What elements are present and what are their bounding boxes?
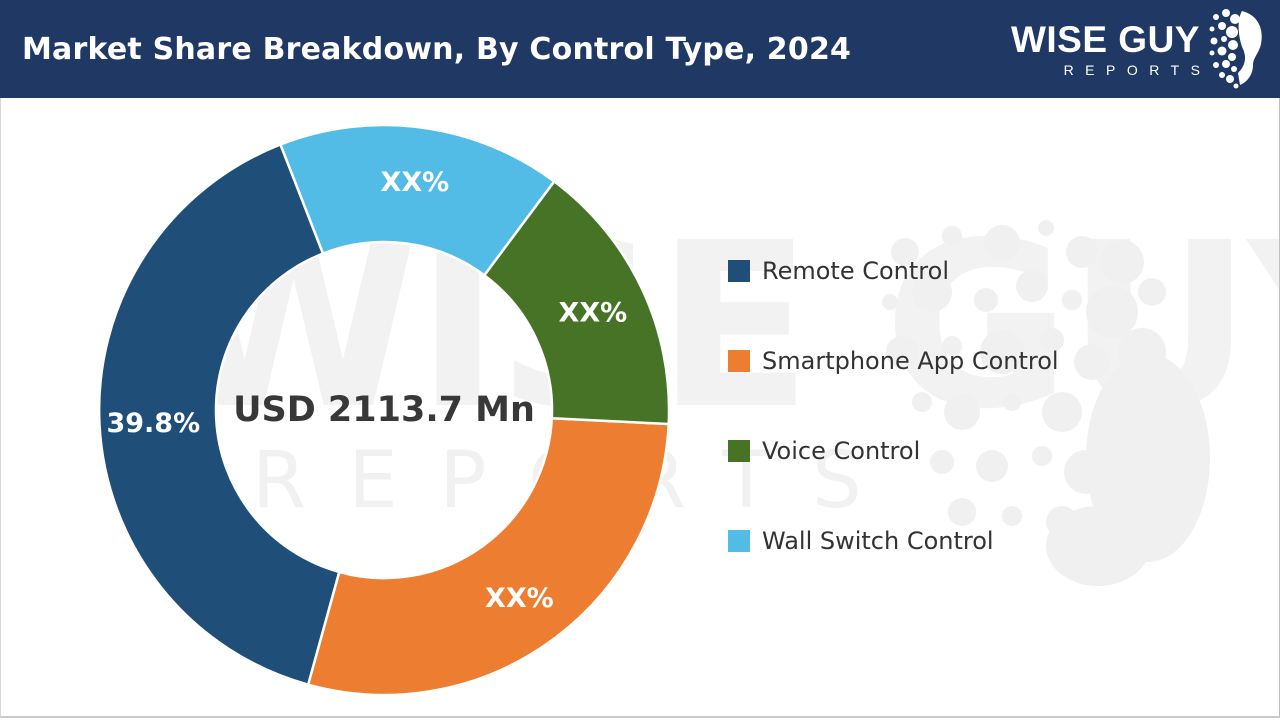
legend-label: Wall Switch Control xyxy=(762,527,994,555)
bottom-border-line xyxy=(0,716,1280,718)
legend-label: Remote Control xyxy=(762,257,949,285)
legend-label: Smartphone App Control xyxy=(762,347,1059,375)
segment-percentage-label: XX% xyxy=(559,297,628,328)
logo-wordmark: WISE GUY xyxy=(1010,18,1200,60)
legend-item: Remote Control xyxy=(728,256,949,286)
legend-swatch-wall-switch-control xyxy=(728,530,750,552)
logo-face-icon xyxy=(1209,9,1262,89)
brand-logo: WISE GUY REPORTS xyxy=(1011,4,1266,94)
chart-title: Market Share Breakdown, By Control Type,… xyxy=(22,31,852,67)
segment-percentage-label: XX% xyxy=(485,583,554,614)
legend-item: Smartphone App Control xyxy=(728,346,1059,376)
segment-percentage-label: 39.8% xyxy=(106,408,200,439)
legend-item: Wall Switch Control xyxy=(728,526,994,556)
logo-text: WISE GUY REPORTS xyxy=(1010,18,1200,78)
donut-segment-wall-switch-control xyxy=(279,123,556,277)
legend-swatch-voice-control xyxy=(728,440,750,462)
donut-segment-smartphone-app-control xyxy=(306,417,670,697)
donut-segment-remote-control xyxy=(97,143,341,686)
segment-percentage-label: XX% xyxy=(381,167,450,198)
header-bar: Market Share Breakdown, By Control Type,… xyxy=(0,0,1280,98)
chart-center-value: USD 2113.7 Mn xyxy=(233,390,535,430)
legend-swatch-remote-control xyxy=(728,260,750,282)
legend-swatch-smartphone-app-control xyxy=(728,350,750,372)
legend-item: Voice Control xyxy=(728,436,920,466)
left-border-line xyxy=(0,98,1,717)
legend-label: Voice Control xyxy=(762,437,921,465)
logo-subtitle: REPORTS xyxy=(1063,61,1212,78)
